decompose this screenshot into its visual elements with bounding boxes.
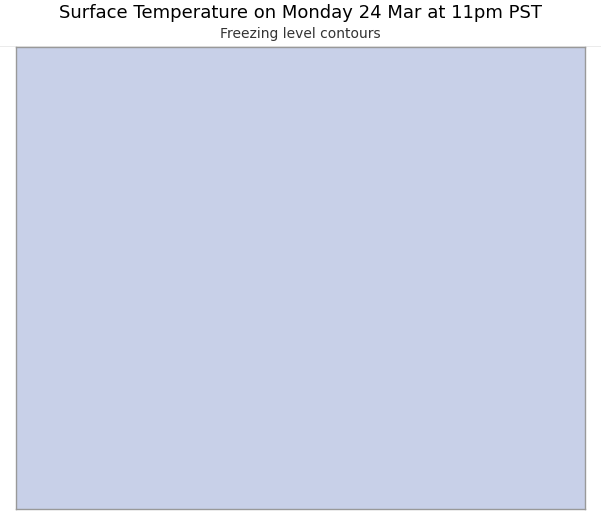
Text: Freezing level contours: Freezing level contours <box>220 27 381 41</box>
Text: Surface Temperature on Monday 24 Mar at 11pm PST: Surface Temperature on Monday 24 Mar at … <box>59 4 542 22</box>
